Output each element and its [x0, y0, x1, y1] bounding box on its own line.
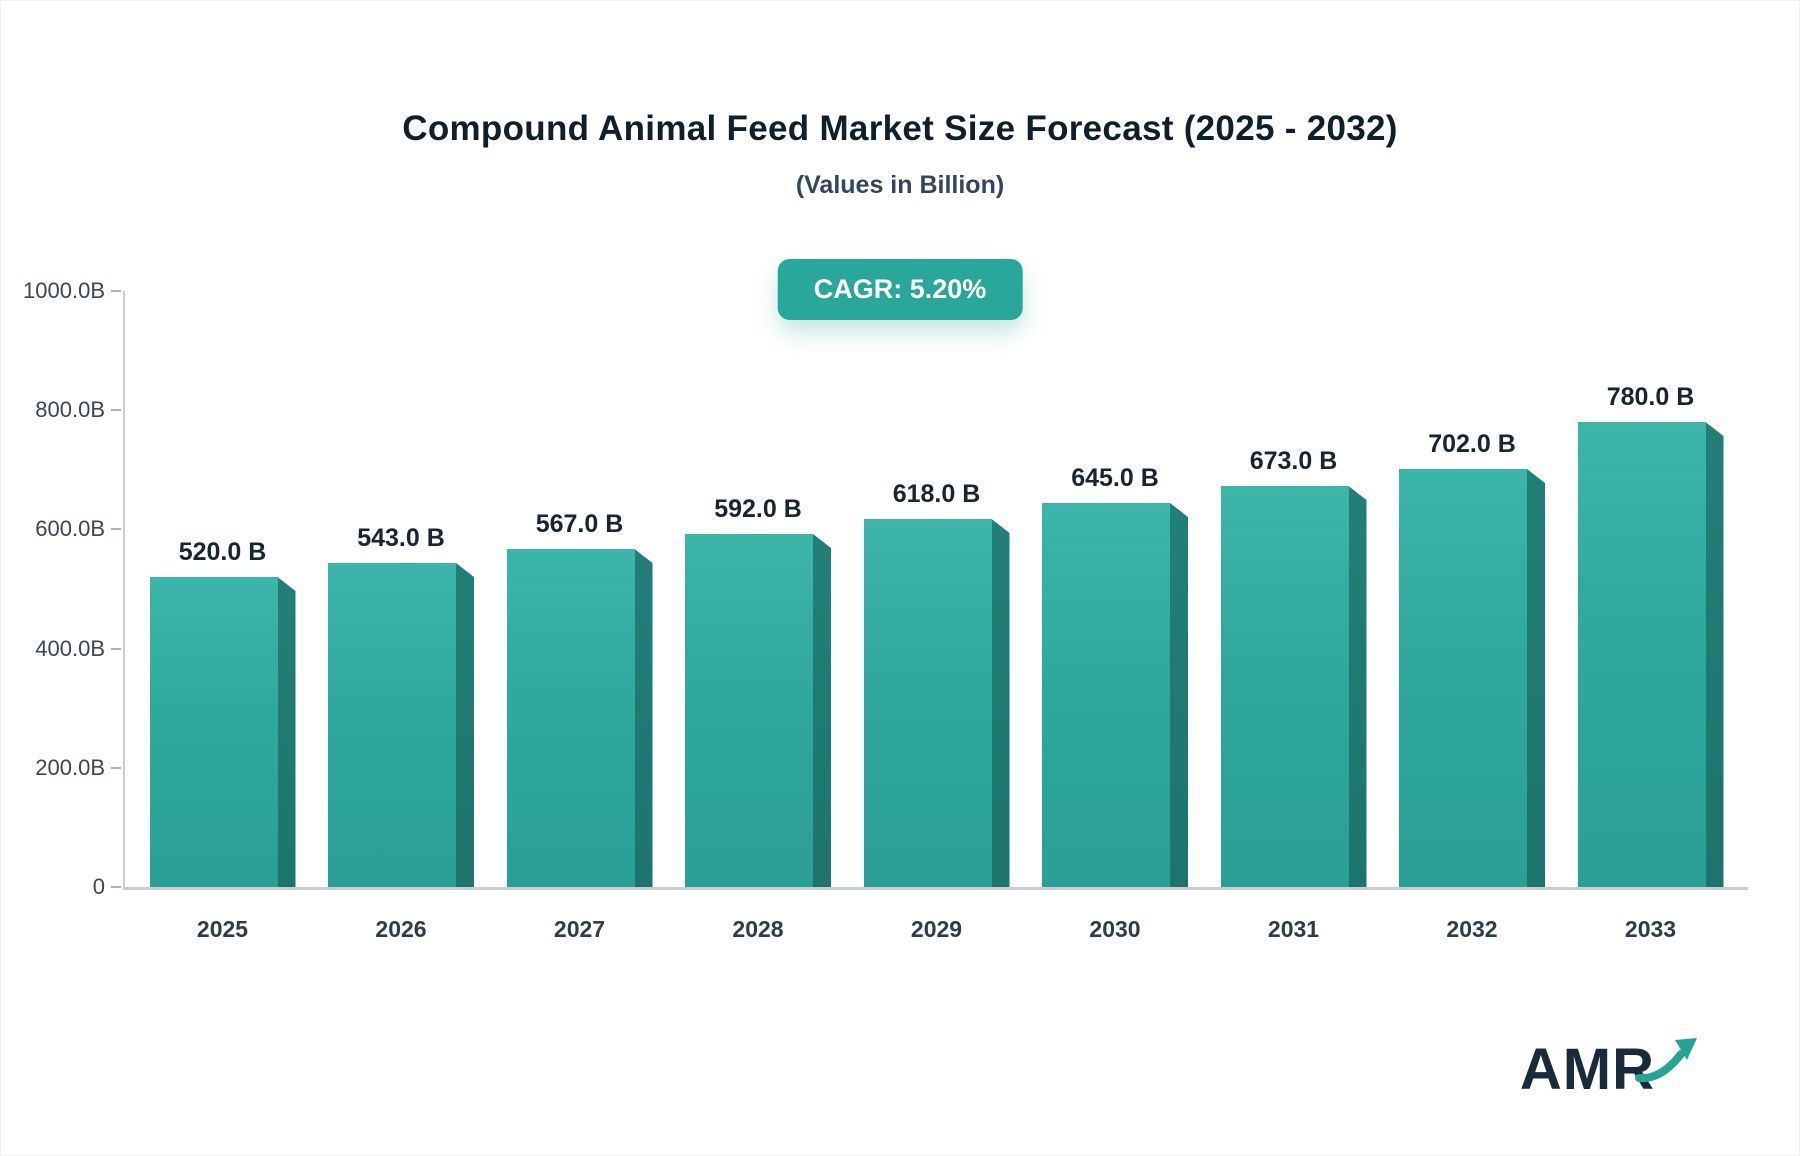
x-axis-label-2030: 2030	[1089, 916, 1141, 942]
bar-slot-2026: 543.0 B 2026	[320, 291, 482, 942]
bar-face	[1220, 486, 1349, 887]
bar-face	[1042, 503, 1170, 887]
chart-title: Compound Animal Feed Market Size Forecas…	[402, 109, 1398, 148]
bar-2032	[1399, 469, 1545, 887]
bar-2025	[149, 577, 296, 887]
y-tick-label-600: 600.0B	[35, 516, 105, 542]
y-tick-label-800: 800.0B	[35, 397, 105, 423]
x-axis-label-2033: 2033	[1624, 916, 1677, 942]
bar-value-label: 645.0 B	[1071, 464, 1159, 492]
bar-slot-2030: 645.0 B 2030	[1034, 291, 1196, 942]
bar-value-label: 780.0 B	[1606, 383, 1695, 411]
bar-value-label: 673.0 B	[1249, 447, 1338, 475]
cagr-badge: CAGR: 5.20%	[777, 259, 1023, 320]
y-tick-label-400: 400.0B	[35, 635, 105, 661]
y-tick-label-200: 200.0B	[35, 754, 105, 780]
bar-slot-2029: 618.0 B 2029	[856, 291, 1018, 942]
y-tick-mark	[111, 409, 121, 412]
bar-2026	[328, 563, 474, 887]
chart-subtitle: (Values in Billion)	[795, 171, 1005, 199]
bar-face	[863, 519, 992, 887]
bar-face	[328, 563, 456, 887]
bar-value-label: 618.0 B	[892, 480, 981, 508]
x-axis-label-2032: 2032	[1446, 916, 1498, 942]
amr-logo-arrow-icon	[1635, 1037, 1697, 1082]
bar-slot-2031: 673.0 B 2031	[1213, 291, 1375, 942]
bar-2031	[1220, 486, 1367, 887]
x-axis-label-2027: 2027	[553, 916, 606, 942]
x-axis-label-2028: 2028	[732, 916, 784, 942]
bar-2033	[1577, 422, 1724, 887]
x-axis-label-2029: 2029	[910, 916, 963, 942]
bar-value-label: 567.0 B	[535, 510, 624, 538]
y-tick-mark	[111, 647, 121, 650]
bar-side-face	[1705, 422, 1724, 887]
bar-side-face	[1170, 503, 1188, 887]
bar-2029	[863, 519, 1010, 887]
bar-side-face	[1527, 469, 1545, 887]
amr-logo: AMR	[1520, 1036, 1701, 1103]
bars-container: 520.0 B 2025 543.0 B 2026 567.0 B 2027 592.0 B…	[125, 291, 1748, 942]
x-axis-label-2025: 2025	[196, 916, 249, 942]
bar-value-label: 592.0 B	[714, 495, 802, 523]
bar-slot-2025: 520.0 B 2025	[142, 291, 304, 942]
bar-side-face	[456, 563, 474, 887]
bar-value-label: 702.0 B	[1428, 430, 1516, 458]
bar-face	[149, 577, 278, 887]
bar-2027	[506, 549, 653, 887]
bar-side-face	[991, 519, 1010, 887]
bar-side-face	[1348, 486, 1367, 887]
bar-slot-2032: 702.0 B 2032	[1391, 291, 1553, 942]
y-tick-mark	[111, 528, 121, 531]
bar-slot-2028: 592.0 B 2028	[677, 291, 839, 942]
bar-face	[1577, 422, 1706, 887]
bar-side-face	[277, 577, 296, 887]
bar-value-label: 543.0 B	[357, 524, 445, 552]
x-axis-label-2026: 2026	[375, 916, 427, 942]
y-tick-mark	[111, 886, 121, 888]
bar-side-face	[813, 534, 831, 887]
bar-value-label: 520.0 B	[178, 538, 267, 566]
y-tick-mark	[111, 766, 121, 769]
y-tick-label-1000: 1000.0B	[23, 278, 105, 303]
bar-side-face	[634, 549, 653, 887]
x-axis-label-2031: 2031	[1267, 916, 1320, 942]
y-tick-label-0: 0	[92, 874, 105, 899]
bar-2028	[685, 534, 831, 887]
bar-2030	[1042, 503, 1188, 887]
bar-face	[1399, 469, 1527, 887]
amr-logo-text: AMR	[1519, 1037, 1655, 1102]
bar-slot-2033: 780.0 B 2033	[1570, 291, 1732, 942]
plot-area: 520.0 B 2025 543.0 B 2026 567.0 B 2027 592.0 B…	[23, 278, 1748, 942]
bar-slot-2027: 567.0 B 2027	[499, 291, 661, 942]
y-tick-mark	[111, 290, 121, 292]
bar-face	[506, 549, 635, 887]
bar-face	[685, 534, 813, 887]
